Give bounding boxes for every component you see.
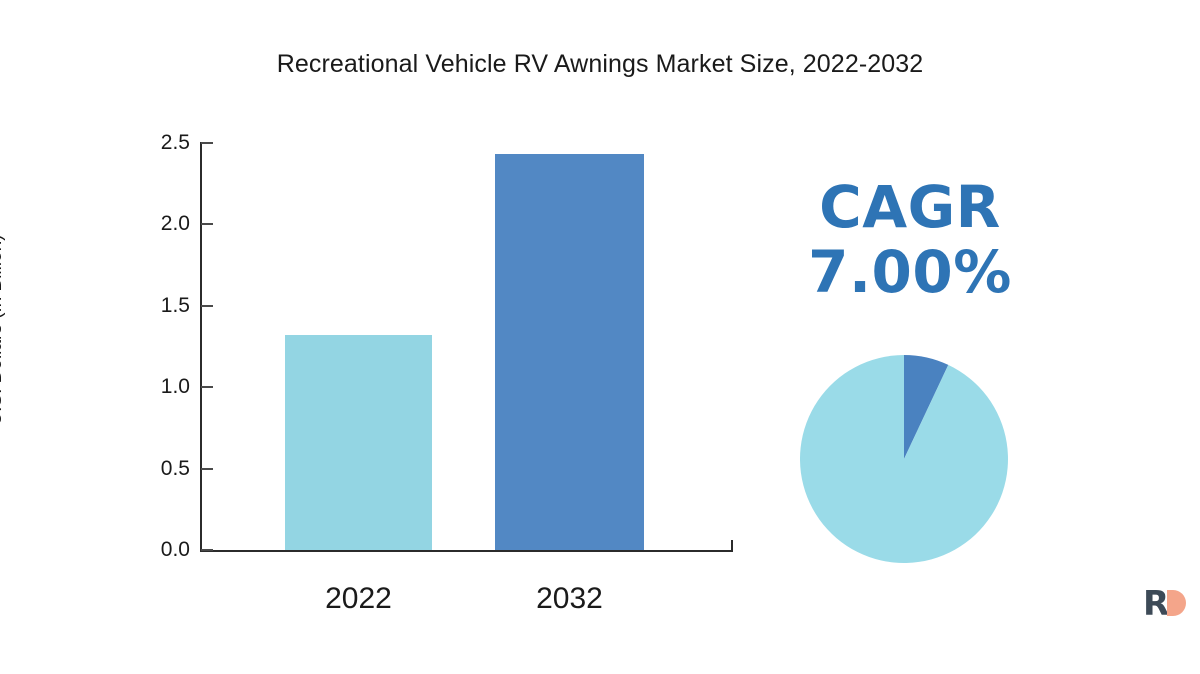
bar-2032 xyxy=(495,154,644,550)
y-axis-tick-label-wrap: 2.0 xyxy=(130,213,190,235)
logo-letter-r: R xyxy=(1143,585,1169,623)
y-axis-tick-label: 0.0 xyxy=(160,538,190,561)
y-axis-line xyxy=(200,142,202,552)
y-axis-tick-label-wrap: 1.0 xyxy=(130,376,190,398)
y-axis-title: U.S. Dollars (In Billion) xyxy=(0,234,6,426)
y-axis-tick-label: 1.0 xyxy=(160,375,190,399)
cagr-callout: CAGR 7.00% xyxy=(790,173,1030,307)
cagr-value: 7.00% xyxy=(808,238,1012,307)
bar-chart: U.S. Dollars (In Billion) 0.0 0.5 1.0 1.5 2.… xyxy=(0,132,733,615)
y-axis-tick xyxy=(201,304,213,307)
x-axis-tick-label: 2022 xyxy=(325,582,392,615)
cagr-pie-chart xyxy=(799,354,1008,563)
y-axis-tick xyxy=(201,549,213,551)
y-axis-tick-label: 1.5 xyxy=(160,293,190,317)
y-axis-tick xyxy=(201,223,213,226)
y-axis-tick xyxy=(201,467,213,470)
logo-letter-d xyxy=(1167,590,1186,616)
y-axis-tick-label: 0.5 xyxy=(160,456,190,480)
pie-slice-remainder xyxy=(799,354,1008,563)
x-axis-tick-label: 2032 xyxy=(536,582,603,615)
logo-svg: R xyxy=(1143,584,1186,624)
y-axis-tick-label-wrap: 1.5 xyxy=(130,295,190,317)
x-axis-end-cap xyxy=(731,540,733,552)
pie-svg xyxy=(799,354,1008,563)
y-axis-tick xyxy=(201,386,213,389)
page-title: Recreational Vehicle RV Awnings Market S… xyxy=(276,50,924,78)
bar-2022 xyxy=(285,335,432,550)
cagr-label: CAGR xyxy=(819,173,1001,241)
brand-logo: R xyxy=(1143,584,1193,624)
y-axis-tick-label-wrap: 0.0 xyxy=(130,539,190,561)
y-axis-tick-label: 2.5 xyxy=(160,131,190,154)
y-axis-tick-label-wrap: 2.5 xyxy=(130,132,190,154)
y-axis-tick xyxy=(201,142,213,144)
pie-slice-cagr xyxy=(904,355,949,459)
y-axis-tick-label: 2.0 xyxy=(160,212,190,236)
x-axis-line xyxy=(200,550,733,552)
y-axis-tick-label-wrap: 0.5 xyxy=(130,458,190,480)
